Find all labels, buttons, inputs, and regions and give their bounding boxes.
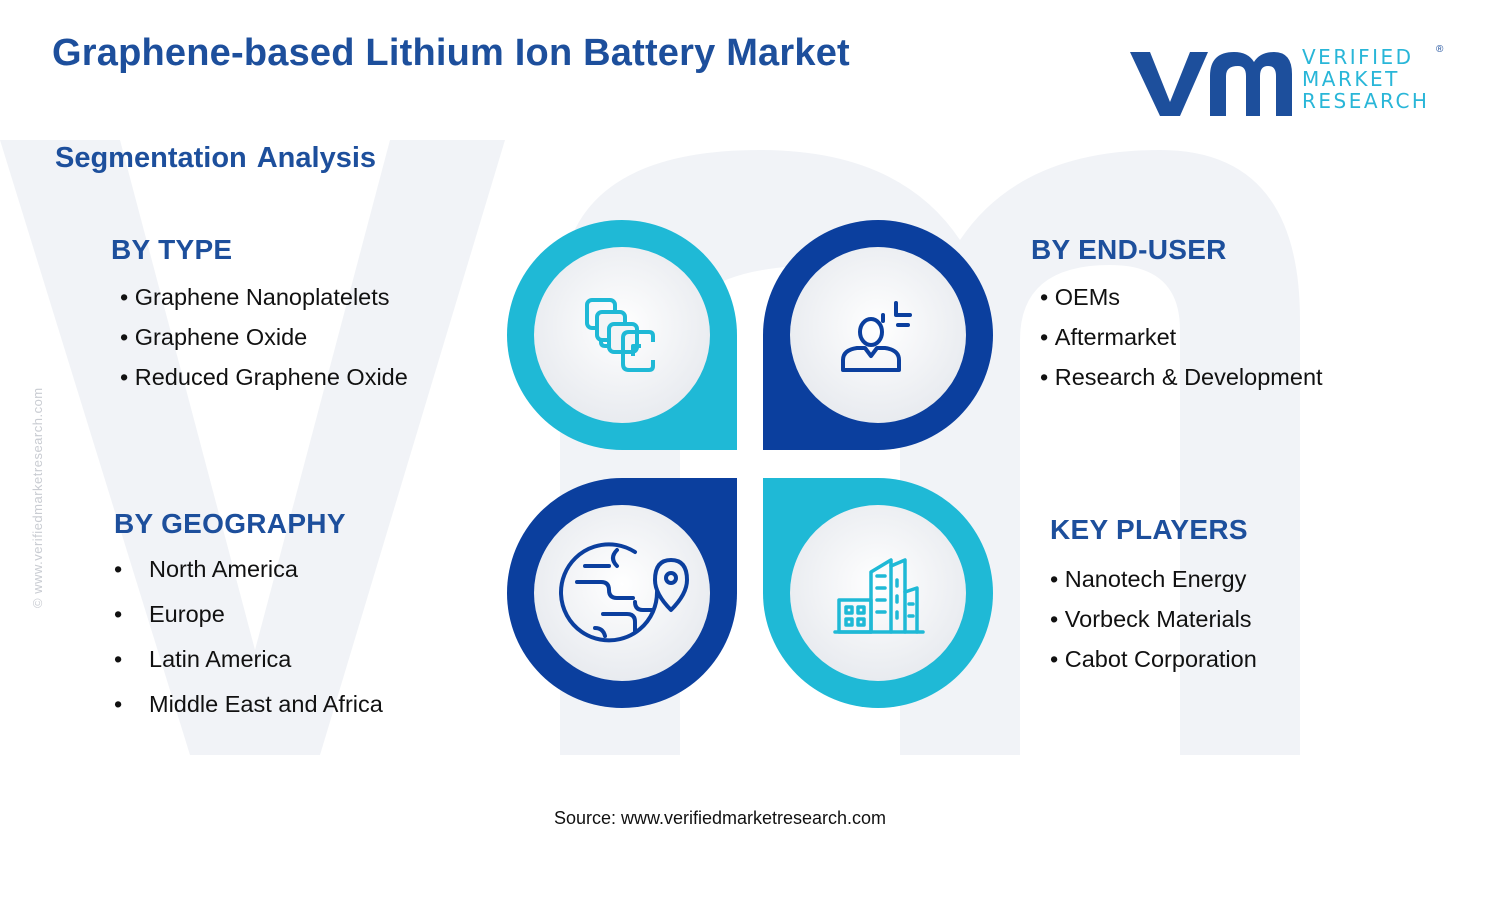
section-by-geography: BY GEOGRAPHY • North America • Europe • Lat…: [114, 508, 383, 736]
brand-logo: VERIFIED MARKET RESEARCH ®: [1130, 44, 1450, 120]
logo-line-research: RESEARCH: [1302, 89, 1430, 113]
logo-line-verified: VERIFIED: [1302, 45, 1414, 69]
section-heading: KEY PLAYERS: [1050, 514, 1248, 545]
section-heading: BY TYPE: [111, 234, 233, 265]
item-list: • Graphene Nanoplatelets • Graphene Oxid…: [120, 284, 408, 404]
petal-geography: [507, 478, 737, 708]
list-item: • Latin America: [114, 646, 292, 672]
list-item: • Cabot Corporation: [1050, 646, 1257, 672]
list-item: • Europe: [114, 601, 225, 627]
list-item: • Research & Development: [1040, 364, 1323, 390]
list-item: • Graphene Nanoplatelets: [120, 284, 390, 310]
list-item: • North America: [114, 556, 298, 582]
section-heading: BY END-USER: [1031, 234, 1227, 265]
buildings-icon: [833, 558, 925, 634]
page-subtitle: Segmentation Analysis: [55, 142, 377, 174]
list-item: • Graphene Oxide: [120, 324, 308, 350]
segment-petal-graphic: [507, 220, 993, 708]
list-item: • Vorbeck Materials: [1050, 606, 1252, 632]
petal-key-players: [763, 478, 993, 708]
side-watermark-url: © www.verifiedmarketresearch.com: [30, 387, 45, 608]
logo-wordmark: VERIFIED MARKET RESEARCH: [1302, 46, 1429, 112]
registered-mark: ®: [1436, 44, 1444, 55]
list-item: • OEMs: [1040, 284, 1121, 310]
user-icon: [841, 301, 912, 372]
list-item: • Middle East and Africa: [114, 691, 383, 717]
section-key-players: KEY PLAYERS • Nanotech Energy • Vorbeck …: [1050, 514, 1257, 686]
logo-line-market: MARKET: [1302, 67, 1400, 91]
list-item: • Nanotech Energy: [1050, 566, 1247, 592]
list-item: • Aftermarket: [1040, 324, 1177, 350]
section-heading: BY GEOGRAPHY: [114, 508, 346, 539]
vmr-logo-mark: [1130, 52, 1292, 116]
item-list: • OEMs • Aftermarket • Research & Develo…: [1040, 284, 1323, 404]
source-footer: Source: www.verifiedmarketresearch.com: [553, 808, 887, 828]
petal-end-user: [763, 220, 993, 450]
list-item: • Reduced Graphene Oxide: [120, 364, 408, 390]
page-title: Graphene-based Lithium Ion Battery Marke…: [52, 32, 850, 74]
globe-location-icon: [559, 542, 689, 643]
item-list: • North America • Europe • Latin America • M…: [114, 556, 383, 736]
stacked-layers-icon: [585, 298, 655, 372]
section-by-type: BY TYPE • Graphene Nanoplatelets • Graph…: [111, 234, 408, 404]
section-by-end-user: BY END-USER • OEMs • Aftermarket • Resea…: [1031, 234, 1323, 404]
item-list: • Nanotech Energy • Vorbeck Materials • …: [1050, 566, 1257, 686]
